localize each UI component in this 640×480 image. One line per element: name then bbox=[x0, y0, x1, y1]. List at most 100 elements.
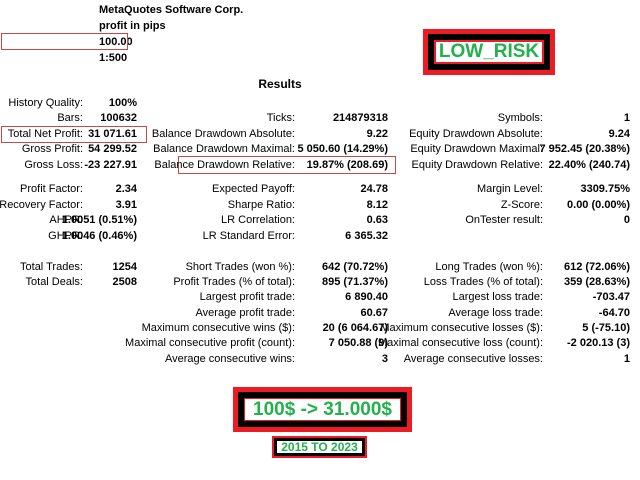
section-gap bbox=[0, 173, 640, 183]
period-badge: 2015 TO 2023 bbox=[272, 436, 367, 458]
stats-row: Gross Profit: 54 299.52 Balance Drawdown M… bbox=[0, 142, 640, 157]
currency-row: Currency: profit in pips bbox=[0, 18, 420, 34]
stat-label: Symbols: bbox=[497, 112, 543, 125]
results-table: History Quality: 100% Bars: 100632 Ticks: 214… bbox=[0, 96, 640, 367]
stat-label: Short Trades (won %): bbox=[185, 260, 295, 273]
stat-value: 5 (-75.10) bbox=[582, 322, 630, 335]
currency-value: profit in pips bbox=[99, 20, 166, 32]
stat-label: Average loss trade: bbox=[448, 306, 543, 319]
results-title: Results bbox=[258, 77, 302, 91]
stat-value: 1254 bbox=[112, 260, 137, 273]
stat-value: 100% bbox=[108, 97, 137, 109]
stats-row: Average consecutive wins: 3 Average consec… bbox=[0, 352, 640, 367]
stat-label: Largest loss trade: bbox=[452, 291, 544, 304]
stat-label: LR Correlation: bbox=[221, 214, 295, 227]
stat-value: 3 bbox=[381, 352, 388, 365]
stat-label: Equity Drawdown Relative: bbox=[411, 158, 543, 171]
stat-value: 359 (28.63%) bbox=[563, 275, 630, 288]
stat-label: Equity Drawdown Maximal: bbox=[410, 143, 543, 156]
stat-value: 100632 bbox=[100, 112, 137, 125]
initial-deposit-row: Initial Deposit: 100.00 bbox=[0, 34, 420, 50]
stat-label: Largest profit trade: bbox=[199, 291, 295, 304]
stats-row: Recovery Factor: 3.91 Sharpe Ratio: 8.12 Z-S… bbox=[0, 198, 640, 213]
stat-label: Long Trades (won %): bbox=[435, 260, 543, 273]
stat-value: 895 (71.37%) bbox=[321, 275, 388, 288]
stats-row: History Quality: 100% bbox=[0, 96, 640, 111]
profit-summary-badge: 100$ -> 31.000$ bbox=[233, 387, 412, 432]
stat-label: GHPR: bbox=[48, 229, 83, 242]
stat-value: -64.70 bbox=[598, 306, 630, 319]
highlight-box-initial-deposit bbox=[1, 33, 128, 50]
period-badge-frame: 2015 TO 2023 bbox=[274, 438, 365, 456]
stat-value: 20 (6 064.67) bbox=[322, 322, 388, 335]
stat-label: Gross Loss: bbox=[24, 158, 83, 171]
stat-value: 214879318 bbox=[332, 112, 388, 125]
stat-value: 612 (72.06%) bbox=[563, 260, 630, 273]
stat-label: Maximal consecutive loss (count): bbox=[377, 337, 543, 350]
stat-label: Average consecutive losses: bbox=[403, 352, 543, 365]
stats-row: Maximum consecutive wins ($): 20 (6 064.6… bbox=[0, 321, 640, 336]
stat-value: 2.34 bbox=[115, 183, 137, 196]
stat-label: Recovery Factor: bbox=[0, 198, 83, 211]
profit-summary-badge-frame: 100$ -> 31.000$ bbox=[238, 392, 407, 427]
stat-value: 3309.75% bbox=[580, 183, 630, 196]
stat-label: Maximum consecutive wins ($): bbox=[141, 322, 295, 335]
stat-value: 22.40% (240.74) bbox=[548, 158, 630, 171]
stat-value: 60.67 bbox=[360, 306, 388, 319]
stat-label: LR Standard Error: bbox=[202, 229, 295, 242]
stats-row: Bars: 100632 Ticks: 214879318 Symbols: 1 bbox=[0, 111, 640, 126]
stat-value: 6 890.40 bbox=[345, 291, 388, 304]
stat-value: 31 071.61 bbox=[88, 127, 137, 140]
stat-value: 642 (70.72%) bbox=[321, 260, 388, 273]
stat-label: Maximum consecutive losses ($): bbox=[380, 322, 543, 335]
stats-row: Gross Loss: -23 227.91 Balance Drawdown Re… bbox=[0, 158, 640, 173]
stat-label: AHPR: bbox=[49, 214, 83, 227]
stat-label: Bars: bbox=[57, 112, 83, 125]
stat-label: Balance Drawdown Relative: bbox=[154, 158, 295, 171]
stat-label: Balance Drawdown Absolute: bbox=[151, 127, 295, 140]
stat-label: Z-Score: bbox=[500, 198, 543, 211]
stat-label: History Quality: bbox=[8, 97, 83, 109]
leverage-row: Leverage: 1:500 bbox=[0, 50, 420, 66]
stat-label: Maximal consecutive profit (count): bbox=[125, 337, 295, 350]
stat-value: 1.0046 (0.46%) bbox=[61, 229, 137, 242]
stat-label: Balance Drawdown Maximal: bbox=[153, 143, 295, 156]
stat-value: 3.91 bbox=[115, 198, 137, 211]
stats-row: Average profit trade: 60.67 Average loss t… bbox=[0, 306, 640, 321]
stat-value: 1.0051 (0.51%) bbox=[61, 214, 137, 227]
company-value: MetaQuotes Software Corp. bbox=[99, 4, 244, 16]
stat-label: Gross Profit: bbox=[21, 143, 83, 156]
stat-value: -23 227.91 bbox=[84, 158, 137, 171]
stat-value: 7 050.88 (9) bbox=[328, 337, 388, 350]
stat-label: Equity Drawdown Absolute: bbox=[409, 127, 543, 140]
stat-label: Profit Factor: bbox=[20, 183, 83, 196]
stat-value: 5 050.60 (14.29%) bbox=[297, 143, 388, 156]
highlight-box-total-net-profit bbox=[1, 126, 147, 143]
stat-value: 9.24 bbox=[608, 127, 630, 140]
stats-row: Profit Factor: 2.34 Expected Payoff: 24.78 M… bbox=[0, 182, 640, 197]
stat-label: Ticks: bbox=[266, 112, 295, 125]
stat-value: 54 299.52 bbox=[88, 143, 137, 156]
low-risk-badge-frame: LOW_RISK bbox=[428, 34, 550, 70]
initial-deposit-value: 100.00 bbox=[99, 36, 133, 48]
stat-label: OnTester result: bbox=[465, 214, 543, 227]
period-badge-text: 2015 TO 2023 bbox=[281, 440, 358, 454]
stat-value: 7 952.45 (20.38%) bbox=[539, 143, 630, 156]
company-row: Company: MetaQuotes Software Corp. bbox=[0, 2, 420, 18]
stat-value: -2 020.13 (3) bbox=[567, 337, 630, 350]
stat-label: Profit Trades (% of total): bbox=[173, 275, 295, 288]
stat-label: Average consecutive wins: bbox=[164, 352, 295, 365]
stat-value: 2508 bbox=[112, 275, 137, 288]
stat-label: Average profit trade: bbox=[195, 306, 295, 319]
stats-row: Total Deals: 2508 Profit Trades (% of tota… bbox=[0, 275, 640, 290]
stat-value: 9.22 bbox=[366, 127, 388, 140]
stats-row: Total Trades: 1254 Short Trades (won %): 64… bbox=[0, 260, 640, 275]
account-header: Company: MetaQuotes Software Corp. Curre… bbox=[0, 2, 420, 66]
low-risk-badge: LOW_RISK bbox=[423, 29, 555, 75]
stat-label: Total Deals: bbox=[25, 275, 83, 288]
low-risk-badge-text: LOW_RISK bbox=[434, 40, 544, 64]
stat-value: 19.87% (208.69) bbox=[306, 158, 388, 171]
stats-row: Total Net Profit: 31 071.61 Balance Drawdo… bbox=[0, 127, 640, 142]
highlight-box-balance-drawdown-relative bbox=[178, 156, 396, 174]
